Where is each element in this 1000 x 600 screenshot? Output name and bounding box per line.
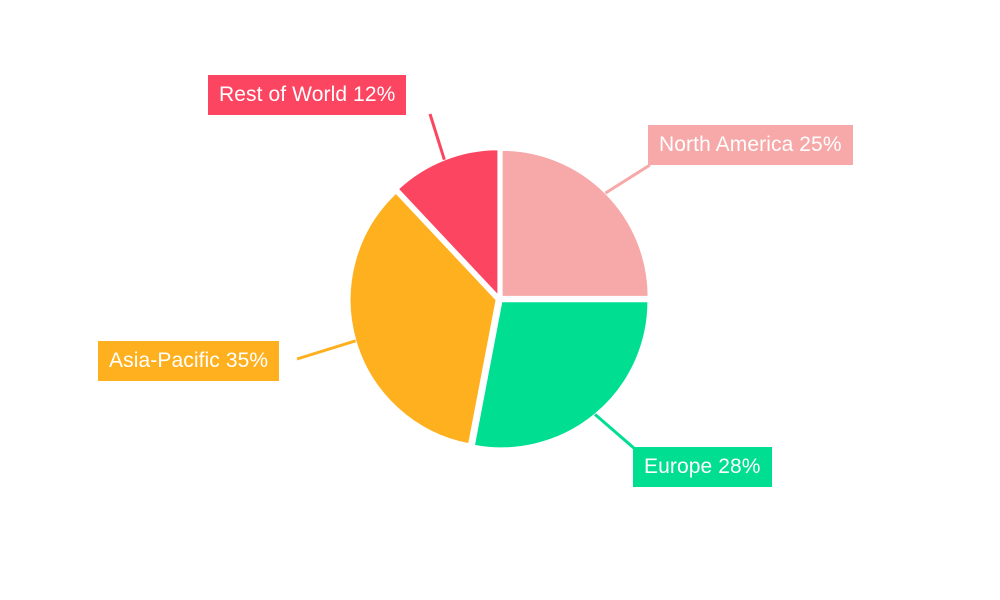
- pie-label-rest-of-world-text: Rest of World 12%: [219, 83, 396, 106]
- pie-label-rest-of-world[interactable]: Rest of World 12%: [208, 75, 407, 115]
- leader-line-rest-of-world: [428, 113, 446, 161]
- leader-line-asia-pacific: [296, 339, 357, 361]
- pie-label-europe-text: Europe 28%: [644, 455, 761, 478]
- pie-label-asia-pacific[interactable]: Asia-Pacific 35%: [98, 341, 280, 381]
- pie-label-north-america-text: North America 25%: [659, 133, 842, 156]
- pie-slice-north-america[interactable]: [500, 148, 650, 298]
- pie-label-north-america[interactable]: North America 25%: [648, 125, 853, 165]
- pie-label-europe[interactable]: Europe 28%: [633, 447, 772, 487]
- leader-line-europe: [593, 413, 636, 451]
- leader-line-north-america: [604, 163, 651, 195]
- leader-lines-group: [296, 113, 651, 451]
- pie-slices-group: [348, 148, 650, 450]
- pie-slice-europe[interactable]: [472, 300, 650, 450]
- pie-label-asia-pacific-text: Asia-Pacific 35%: [109, 349, 269, 372]
